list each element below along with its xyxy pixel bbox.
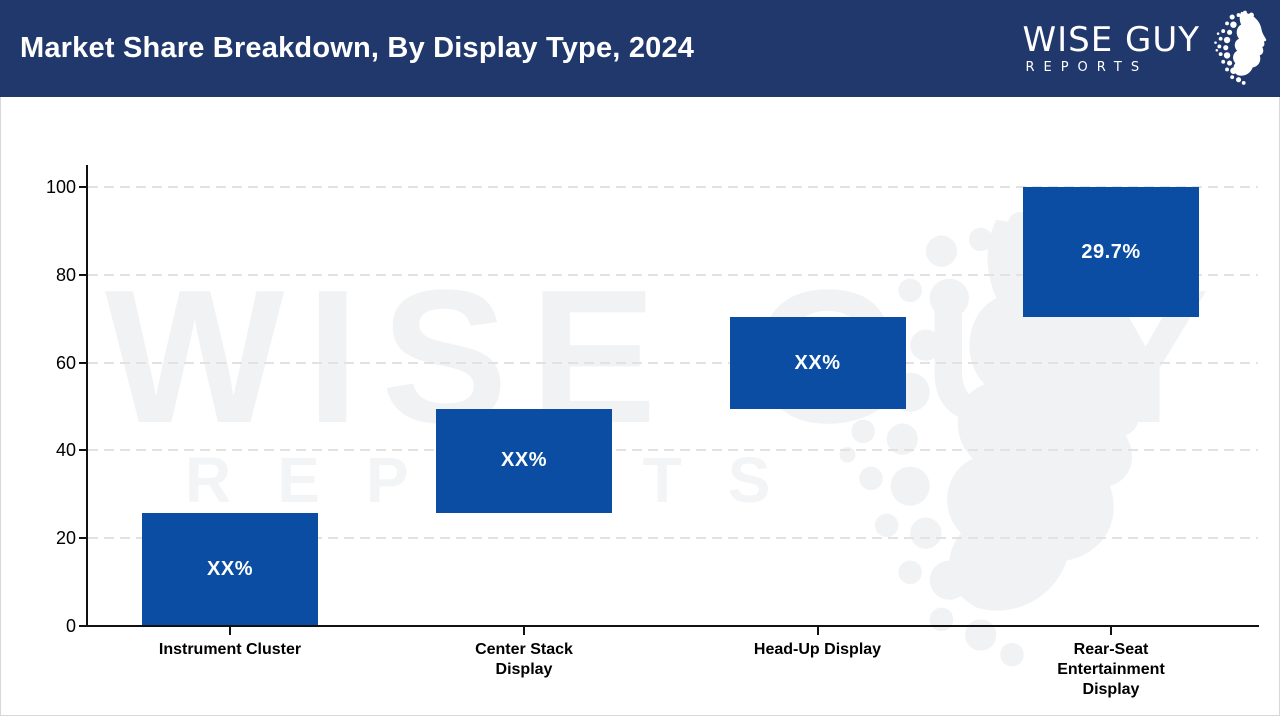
- y-tick-label: 100: [45, 177, 76, 197]
- y-tick-label: 20: [55, 528, 76, 549]
- x-tick-label: Center Stack Display: [475, 641, 573, 678]
- x-tick-label: Head-Up Display: [753, 641, 882, 658]
- header: Market Share Breakdown, By Display Type,…: [0, 0, 1280, 97]
- y-tick-mark: [79, 449, 86, 452]
- y-tick-label: 60: [55, 352, 76, 373]
- chart-area: 0 20 40 60 80 100 XX% Instrument Cluster XX% Cent…: [0, 97, 1280, 716]
- brand-subtitle: REPORTS: [1025, 60, 1149, 76]
- grid-line: [88, 537, 1258, 540]
- brand-wordmark: WISE GUY REPORTS: [1022, 19, 1200, 76]
- x-axis-line: [86, 625, 1259, 627]
- y-axis-line: [86, 165, 88, 627]
- grid-line: [88, 361, 1258, 364]
- grid-line: [88, 449, 1258, 452]
- x-tick-mark: [1110, 627, 1112, 635]
- bar: XX%: [436, 408, 612, 514]
- x-tick-label: Rear-Seat Entertainment Display: [1057, 641, 1165, 698]
- y-tick-label: 0: [65, 616, 76, 636]
- x-tick-mark: [816, 627, 819, 635]
- grid-line: [88, 186, 1258, 188]
- bar-value-label: XX%: [501, 449, 547, 472]
- bar-value-label: 29.7%: [1081, 240, 1141, 263]
- page-title: Market Share Breakdown, By Display Type,…: [20, 32, 695, 64]
- y-tick-label: 40: [55, 440, 76, 461]
- y-tick-mark: [79, 625, 86, 627]
- y-tick-mark: [79, 186, 86, 188]
- bar: XX%: [142, 513, 318, 626]
- bar: XX%: [729, 317, 906, 409]
- x-tick-mark: [229, 627, 231, 635]
- bar: 29.7%: [1023, 187, 1199, 318]
- y-tick-mark: [79, 537, 86, 540]
- brand-name: WISE GUY: [1022, 19, 1200, 60]
- brand-logo: WISE GUY REPORTS: [1022, 6, 1268, 92]
- bar-value-label: XX%: [794, 351, 841, 374]
- y-tick-label: 80: [55, 264, 76, 285]
- grid-line: [88, 273, 1258, 276]
- x-tick-mark: [523, 627, 525, 635]
- x-tick-label: Instrument Cluster: [158, 641, 302, 658]
- brand-dot-head-icon: [1204, 8, 1268, 90]
- bar-value-label: XX%: [207, 558, 253, 581]
- y-tick-mark: [79, 361, 86, 364]
- y-tick-mark: [79, 273, 86, 276]
